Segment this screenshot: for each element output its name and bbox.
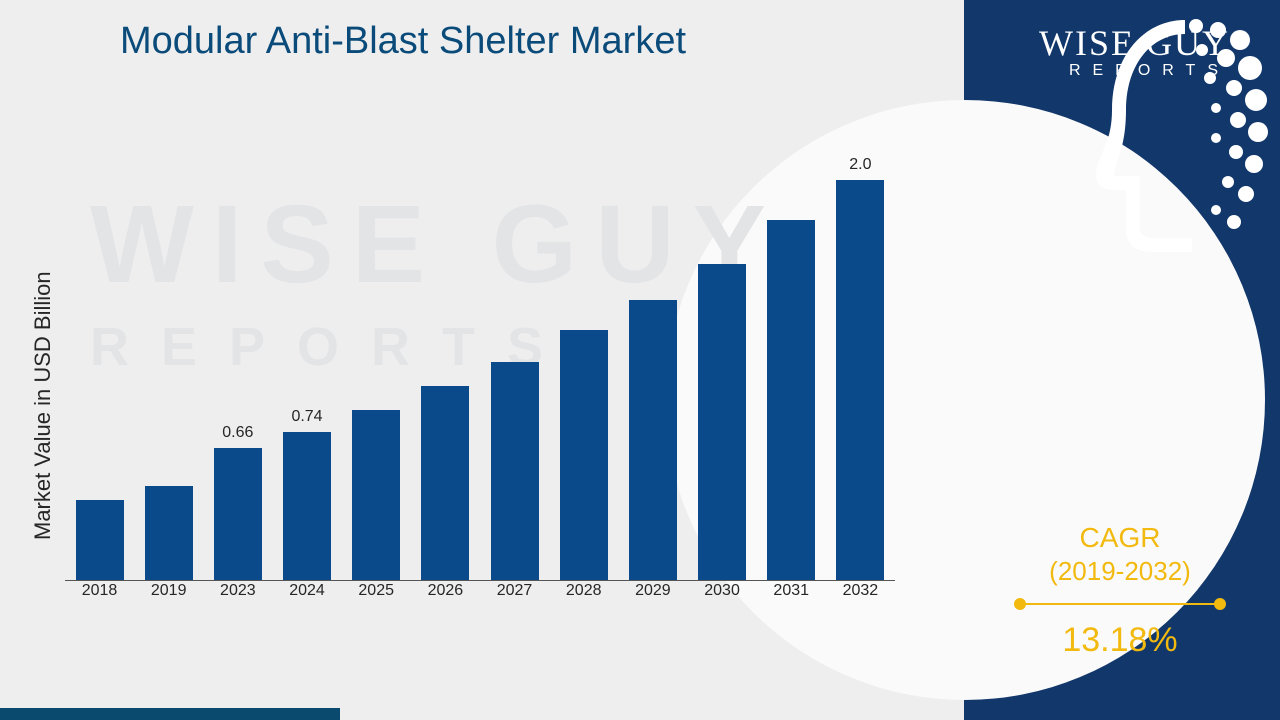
bar-wrap: 2.0 (826, 156, 895, 580)
x-tick: 2031 (757, 582, 826, 600)
y-axis-label: Market Value in USD Billion (30, 271, 56, 540)
bar-wrap (411, 362, 480, 580)
bar (76, 500, 124, 580)
bar-wrap (757, 196, 826, 580)
x-tick: 2019 (134, 582, 203, 600)
bar (560, 330, 608, 580)
bar-wrap (688, 240, 757, 580)
bar-wrap: 0.74 (273, 408, 342, 580)
bar-value-label: 2.0 (849, 156, 871, 176)
bar (698, 264, 746, 580)
bar (283, 432, 331, 580)
bar (214, 448, 262, 580)
stage: WISE GUY REPORTS Modular Anti-Blast Shel… (0, 0, 1280, 720)
logo-line2: REPORTS (1039, 62, 1230, 80)
x-tick: 2025 (342, 582, 411, 600)
x-axis-ticks: 2018201920232024202520262027202820292030… (65, 582, 895, 600)
bar-value-label: 0.74 (291, 408, 322, 428)
bar-value-label: 0.66 (222, 424, 253, 444)
bar-wrap (65, 476, 134, 580)
bar (352, 410, 400, 580)
bar-wrap (549, 306, 618, 580)
cagr-range: (2019-2032) (1010, 556, 1230, 587)
chart-title: Modular Anti-Blast Shelter Market (120, 20, 686, 63)
bar (145, 486, 193, 580)
bar (491, 362, 539, 580)
bar-wrap (342, 386, 411, 580)
cagr-value: 13.18% (1010, 621, 1230, 660)
bar-chart: 0.660.742.0 2018201920232024202520262027… (65, 160, 895, 600)
x-tick: 2024 (273, 582, 342, 600)
bar (836, 180, 884, 580)
cagr-block: CAGR (2019-2032) 13.18% (1010, 522, 1230, 660)
x-tick: 2032 (826, 582, 895, 600)
x-tick: 2027 (480, 582, 549, 600)
x-axis-line (65, 580, 895, 581)
x-tick: 2028 (549, 582, 618, 600)
x-tick: 2023 (203, 582, 272, 600)
bar (629, 300, 677, 580)
footer-accent-bar (0, 708, 340, 720)
x-tick: 2029 (618, 582, 687, 600)
cagr-divider (1020, 603, 1220, 605)
bar-wrap (480, 338, 549, 580)
cagr-title: CAGR (1010, 522, 1230, 554)
x-tick: 2030 (688, 582, 757, 600)
bars-container: 0.660.742.0 (65, 160, 895, 580)
logo-line1: WISE GUY (1039, 22, 1230, 64)
x-tick: 2026 (411, 582, 480, 600)
brand-logo: WISE GUY REPORTS (1039, 22, 1230, 80)
bar (767, 220, 815, 580)
bar (421, 386, 469, 580)
bar-wrap: 0.66 (203, 424, 272, 580)
x-tick: 2018 (65, 582, 134, 600)
bar-wrap (618, 276, 687, 580)
bar-wrap (134, 462, 203, 580)
